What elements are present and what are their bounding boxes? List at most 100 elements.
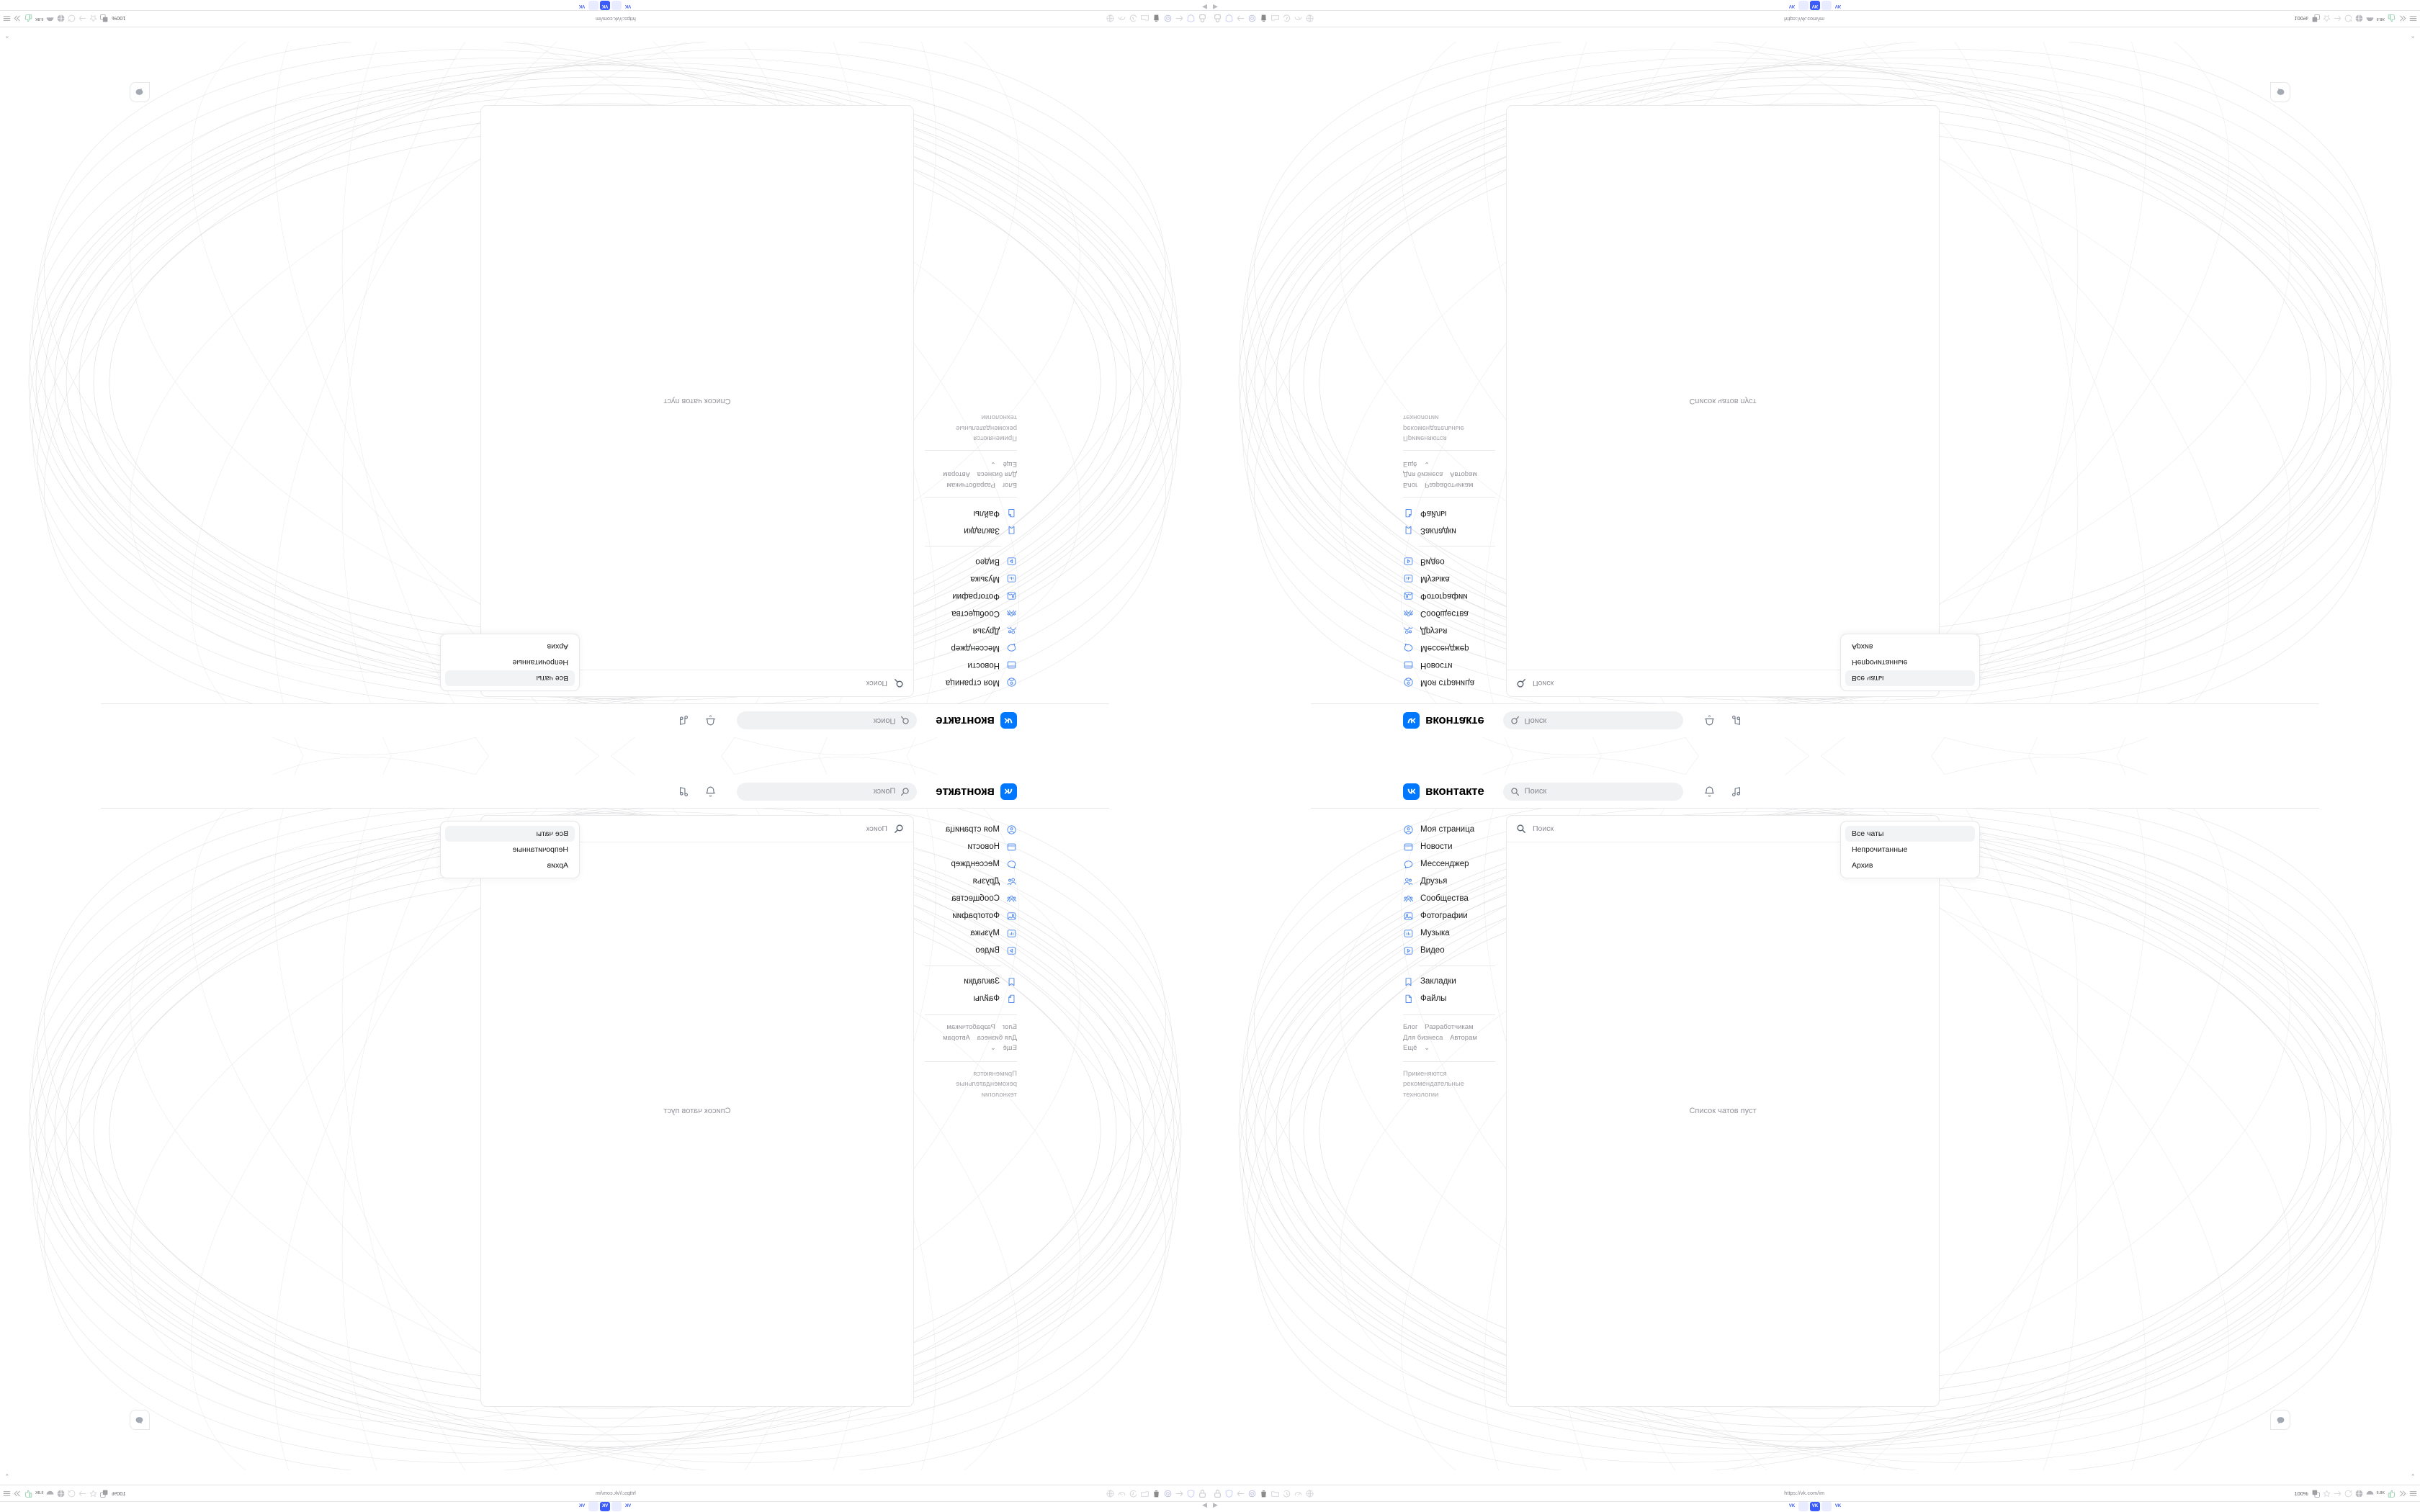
filter-all-chats[interactable]: Все чаты xyxy=(445,670,575,686)
sidebar-item-bookmarks[interactable]: Закладки xyxy=(1403,973,1495,990)
music-note-icon[interactable] xyxy=(1730,715,1742,727)
global-search-input[interactable]: Поиск xyxy=(1502,782,1683,801)
forward-arrow-icon[interactable] xyxy=(2333,14,2342,24)
translate-icon[interactable]: A xyxy=(99,1489,109,1498)
filter-all-chats[interactable]: Все чаты xyxy=(445,826,575,842)
globe-icon[interactable] xyxy=(56,14,66,24)
shield-badge-icon[interactable] xyxy=(1247,14,1257,24)
vk-logo[interactable]: вконтакте xyxy=(936,783,1017,800)
sidebar-item-video[interactable]: Видео xyxy=(925,553,1017,570)
back-arrow-icon[interactable] xyxy=(1175,1489,1184,1498)
global-search-input[interactable]: Поиск xyxy=(1502,711,1683,730)
globe-icon[interactable] xyxy=(56,1489,66,1498)
bookmark-star-icon[interactable] xyxy=(89,1489,98,1498)
sidebar-item-files[interactable]: Файлы xyxy=(1403,990,1495,1007)
address-bar[interactable]: https://vk.com/im xyxy=(126,1488,1106,1499)
menu-icon[interactable] xyxy=(2408,1489,2418,1498)
menu-icon[interactable] xyxy=(2408,14,2418,24)
chevrons-right-icon[interactable] xyxy=(13,1489,22,1498)
tab-vk-2[interactable]: VK xyxy=(1833,1,1843,11)
messenger-search-placeholder[interactable]: Поиск xyxy=(866,679,887,688)
music-note-icon[interactable] xyxy=(1730,786,1742,798)
vk-logo[interactable]: вконтакте xyxy=(1403,712,1484,729)
history-icon[interactable] xyxy=(1129,1489,1138,1498)
sidebar-item-photos[interactable]: Фотографии xyxy=(1403,907,1495,924)
footer-link-business[interactable]: Для бизнеса xyxy=(1403,470,1443,479)
address-bar[interactable]: https://vk.com/im xyxy=(126,13,1106,24)
back-arrow-icon[interactable] xyxy=(1236,1489,1245,1498)
sidebar-item-files[interactable]: Файлы xyxy=(1403,505,1495,522)
sidebar-item-friends[interactable]: Друзья xyxy=(925,622,1017,639)
filter-unread[interactable]: Непрочитанные xyxy=(512,845,568,854)
sidebar-item-my-page[interactable]: Моя страница xyxy=(1403,674,1495,691)
sidebar-item-communities[interactable]: Сообщества xyxy=(1403,890,1495,907)
tab-vk-1[interactable]: VK xyxy=(623,1,633,11)
footer-link-blog[interactable]: Блог xyxy=(1002,481,1017,489)
footer-link-business[interactable]: Для бизнеса xyxy=(1403,1033,1443,1042)
tab-vk-1[interactable]: VK xyxy=(1787,1502,1797,1511)
folder-icon[interactable] xyxy=(1270,1489,1280,1498)
tab-vk-active[interactable]: VK xyxy=(1810,1501,1820,1511)
sidebar-item-music[interactable]: Музыка xyxy=(1403,924,1495,942)
speedometer-icon[interactable] xyxy=(1294,1489,1303,1498)
tab-vk-1[interactable]: VK xyxy=(1787,1,1797,11)
lock-icon[interactable] xyxy=(1198,1489,1207,1498)
collapse-toolbar-caret[interactable]: ⌃ xyxy=(4,1473,10,1480)
floating-chat-icon[interactable] xyxy=(2270,82,2290,102)
sidebar-item-friends[interactable]: Друзья xyxy=(925,873,1017,890)
sidebar-item-communities[interactable]: Сообщества xyxy=(925,605,1017,622)
pocket-icon[interactable] xyxy=(2387,14,2396,24)
tab-blank-2[interactable] xyxy=(588,1,599,11)
sidebar-item-messenger[interactable]: Мессенджер xyxy=(1403,639,1495,657)
tab-blank-2[interactable] xyxy=(588,1501,599,1511)
global-search-input[interactable]: Поиск xyxy=(737,711,918,730)
sidebar-item-communities[interactable]: Сообщества xyxy=(925,890,1017,907)
zoom-level-label[interactable]: 100% xyxy=(2294,1490,2308,1497)
sidebar-item-friends[interactable]: Друзья xyxy=(1403,873,1495,890)
tab-blank-2[interactable] xyxy=(1821,1,1832,11)
footer-link-authors[interactable]: Авторам xyxy=(943,470,970,479)
sidebar-item-video[interactable]: Видео xyxy=(1403,942,1495,959)
footer-link-developers[interactable]: Разработчикам xyxy=(946,481,995,489)
bookmark-star-icon[interactable] xyxy=(89,14,98,24)
sidebar-item-photos[interactable]: Фотографии xyxy=(1403,588,1495,605)
sidebar-item-music[interactable]: Музыка xyxy=(1403,570,1495,588)
shield-icon[interactable] xyxy=(1186,14,1196,24)
music-note-icon[interactable] xyxy=(678,715,690,727)
floating-chat-icon[interactable] xyxy=(130,1410,150,1430)
tab-vk-active[interactable]: VK xyxy=(1810,1,1820,11)
shield-badge-icon[interactable] xyxy=(1247,1489,1257,1498)
footer-link-more[interactable]: Ещё xyxy=(1403,1044,1417,1053)
floating-chat-icon[interactable] xyxy=(130,82,150,102)
sidebar-item-communities[interactable]: Сообщества xyxy=(1403,605,1495,622)
sidebar-item-messenger[interactable]: Мессенджер xyxy=(1403,855,1495,873)
sidebar-item-music[interactable]: Музыка xyxy=(925,924,1017,942)
footer-link-blog[interactable]: Блог xyxy=(1403,481,1418,489)
tab-vk-2[interactable]: VK xyxy=(577,1,587,11)
globe-icon[interactable] xyxy=(2354,14,2364,24)
footer-link-developers[interactable]: Разработчикам xyxy=(1425,481,1474,489)
tab-scroll-arrow[interactable]: ▶ xyxy=(1213,4,1218,11)
notifications-bell-icon[interactable] xyxy=(704,715,717,727)
footer-link-developers[interactable]: Разработчикам xyxy=(946,1023,995,1031)
history-icon[interactable] xyxy=(1282,14,1291,24)
filter-unread[interactable]: Непрочитанные xyxy=(1852,658,1908,667)
reload-icon[interactable] xyxy=(2344,1489,2353,1498)
filter-archive[interactable]: Архив xyxy=(547,642,568,651)
trash-icon[interactable] xyxy=(1259,14,1268,24)
tab-blank-1[interactable] xyxy=(1798,1501,1809,1511)
sidebar-item-files[interactable]: Файлы xyxy=(925,990,1017,1007)
sidebar-item-music[interactable]: Музыка xyxy=(925,570,1017,588)
footer-link-more[interactable]: Ещё xyxy=(1003,459,1017,468)
speedometer-icon[interactable] xyxy=(1117,1489,1126,1498)
vk-logo[interactable]: вконтакте xyxy=(1403,783,1484,800)
folder-icon[interactable] xyxy=(1140,1489,1150,1498)
footer-link-more[interactable]: Ещё xyxy=(1403,459,1417,468)
filter-unread[interactable]: Непрочитанные xyxy=(512,658,568,667)
pocket-icon[interactable] xyxy=(24,14,33,24)
back-arrow-icon[interactable] xyxy=(1236,14,1245,24)
forward-arrow-icon[interactable] xyxy=(78,14,87,24)
messenger-search-placeholder[interactable]: Поиск xyxy=(1533,679,1554,688)
history-icon[interactable] xyxy=(1129,14,1138,24)
lock-icon[interactable] xyxy=(1198,14,1207,24)
